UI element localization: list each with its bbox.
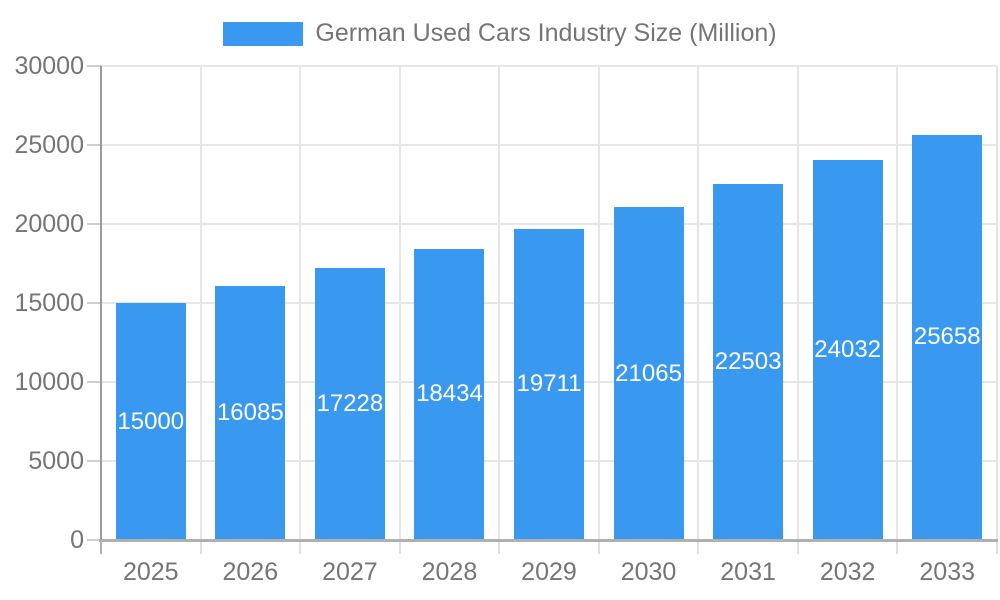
y-tick-mark xyxy=(87,302,101,304)
bar[interactable] xyxy=(713,184,784,540)
y-tick-label: 0 xyxy=(70,526,84,554)
bar-value-label: 22503 xyxy=(714,348,782,376)
x-tick-label: 2030 xyxy=(620,558,677,586)
x-tick-label: 2025 xyxy=(122,558,179,586)
x-tick-mark xyxy=(796,540,799,554)
bar-value-label: 16085 xyxy=(216,398,284,426)
gridline-vertical xyxy=(498,66,501,540)
x-tick-mark xyxy=(299,540,302,554)
bar-value-label: 24032 xyxy=(814,336,882,364)
gridline-horizontal xyxy=(101,65,997,67)
bar[interactable] xyxy=(314,267,385,540)
x-tick-mark xyxy=(398,540,401,554)
gridline-vertical xyxy=(199,66,202,540)
x-tick-mark xyxy=(996,540,998,554)
bar-value-label: 19711 xyxy=(516,370,582,398)
x-tick-label: 2027 xyxy=(322,558,378,586)
bar[interactable] xyxy=(215,285,286,540)
gridline-vertical xyxy=(697,66,700,540)
y-tick-label: 15000 xyxy=(14,289,84,317)
x-tick-label: 2033 xyxy=(919,558,976,586)
gridline-vertical xyxy=(597,66,600,540)
legend[interactable]: German Used Cars Industry Size (Million) xyxy=(0,19,1000,48)
bar[interactable] xyxy=(514,228,584,540)
x-tick-label: 2026 xyxy=(222,558,279,586)
y-tick-label: 30000 xyxy=(14,52,84,80)
y-tick-mark xyxy=(87,65,101,67)
legend-swatch xyxy=(223,21,304,46)
y-tick-label: 25000 xyxy=(14,131,84,159)
bar[interactable] xyxy=(414,248,485,540)
y-tick-mark xyxy=(87,223,101,225)
x-tick-mark xyxy=(100,540,102,554)
y-tick-mark xyxy=(87,539,101,541)
gridline-horizontal xyxy=(101,144,997,146)
y-tick-mark xyxy=(87,460,101,462)
x-tick-mark xyxy=(697,540,700,554)
y-tick-mark xyxy=(87,381,101,383)
x-tick-label: 2029 xyxy=(521,558,577,586)
bar[interactable] xyxy=(812,160,883,540)
y-tick-mark xyxy=(87,144,101,146)
bar-value-label: 21065 xyxy=(615,359,682,387)
gridline-vertical xyxy=(398,66,401,540)
chart-title: German Used Cars Industry Size (Million) xyxy=(315,19,777,47)
gridline-vertical xyxy=(996,66,998,540)
x-axis-baseline xyxy=(99,539,998,542)
x-tick-label: 2028 xyxy=(421,558,478,586)
bar-value-label: 15000 xyxy=(117,407,185,435)
y-tick-label: 10000 xyxy=(14,368,84,396)
x-tick-label: 2031 xyxy=(720,558,776,586)
gridline-vertical xyxy=(896,66,899,540)
gridline-horizontal xyxy=(101,223,997,225)
bar[interactable] xyxy=(115,303,186,540)
y-tick-label: 20000 xyxy=(14,210,84,238)
bar-value-label: 18434 xyxy=(416,380,483,408)
bar-value-label: 17228 xyxy=(316,389,384,417)
bar[interactable] xyxy=(912,134,983,540)
bar-value-label: 25658 xyxy=(913,323,981,351)
x-tick-mark xyxy=(199,540,202,554)
y-axis-line xyxy=(100,66,102,540)
x-tick-mark xyxy=(498,540,501,554)
x-tick-mark xyxy=(896,540,899,554)
gridline-vertical xyxy=(796,66,799,540)
y-tick-label: 5000 xyxy=(28,447,84,475)
x-tick-label: 2032 xyxy=(819,558,876,586)
bar[interactable] xyxy=(613,207,684,540)
gridline-vertical xyxy=(299,66,302,540)
x-tick-mark xyxy=(597,540,600,554)
